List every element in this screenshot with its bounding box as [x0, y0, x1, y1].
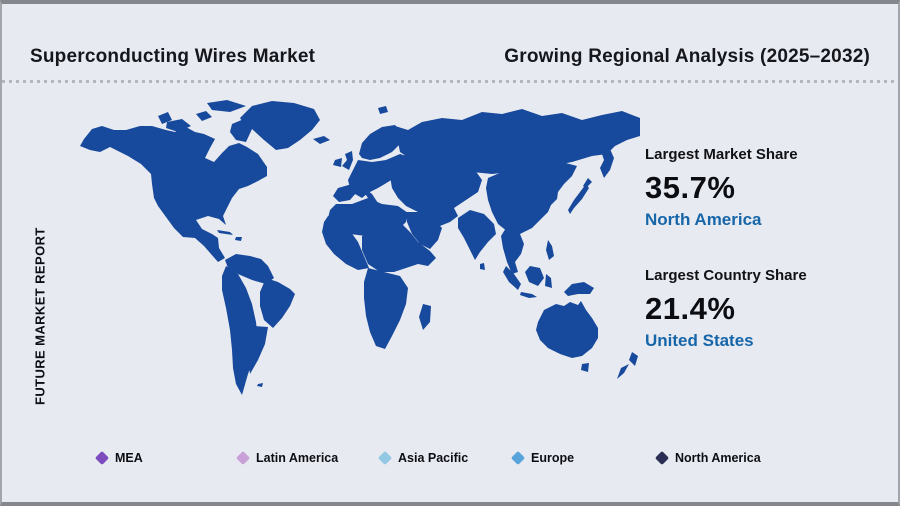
stat-country-share: Largest Country Share 21.4% United State… — [645, 267, 885, 351]
brand-watermark: FUTURE MARKET REPORT — [32, 227, 48, 406]
diamond-marker-icon — [235, 450, 251, 466]
stat-value: 35.7% — [645, 170, 736, 205]
legend-label: Europe — [531, 451, 575, 465]
legend-label: MEA — [115, 451, 143, 465]
header-subtitle: Growing Regional Analysis (2025–2032) — [504, 46, 870, 67]
stat-label: Largest Country Share — [645, 267, 807, 284]
diamond-marker-icon — [510, 450, 526, 466]
legend-item-asia-pacific: Asia Pacific — [377, 450, 469, 466]
legend-item-mea: MEA — [94, 450, 143, 466]
legend: MEA Latin America Asia Pacific Europe No… — [2, 450, 898, 471]
legend-item-europe: Europe — [510, 450, 575, 466]
dotted-divider — [2, 80, 898, 83]
page-title: Superconducting Wires Market — [30, 46, 316, 67]
stat-value: 21.4% — [645, 291, 736, 326]
legend-item-north-america: North America — [654, 450, 761, 466]
legend-label: North America — [675, 451, 761, 465]
legend-label: Asia Pacific — [398, 451, 469, 465]
world-map-svg — [80, 100, 640, 395]
legend-label: Latin America — [256, 451, 339, 465]
stat-label: Largest Market Share — [645, 146, 798, 163]
world-map-land — [80, 100, 640, 395]
header: Superconducting Wires Market Growing Reg… — [2, 4, 898, 80]
legend-item-latin-america: Latin America — [235, 450, 339, 466]
diamond-marker-icon — [654, 450, 670, 466]
stat-market-share: Largest Market Share 35.7% North America — [645, 146, 885, 230]
stat-region: United States — [645, 331, 754, 350]
world-map — [62, 96, 642, 406]
diamond-marker-icon — [94, 450, 110, 466]
diamond-marker-icon — [377, 450, 393, 466]
stat-region: North America — [645, 210, 762, 229]
